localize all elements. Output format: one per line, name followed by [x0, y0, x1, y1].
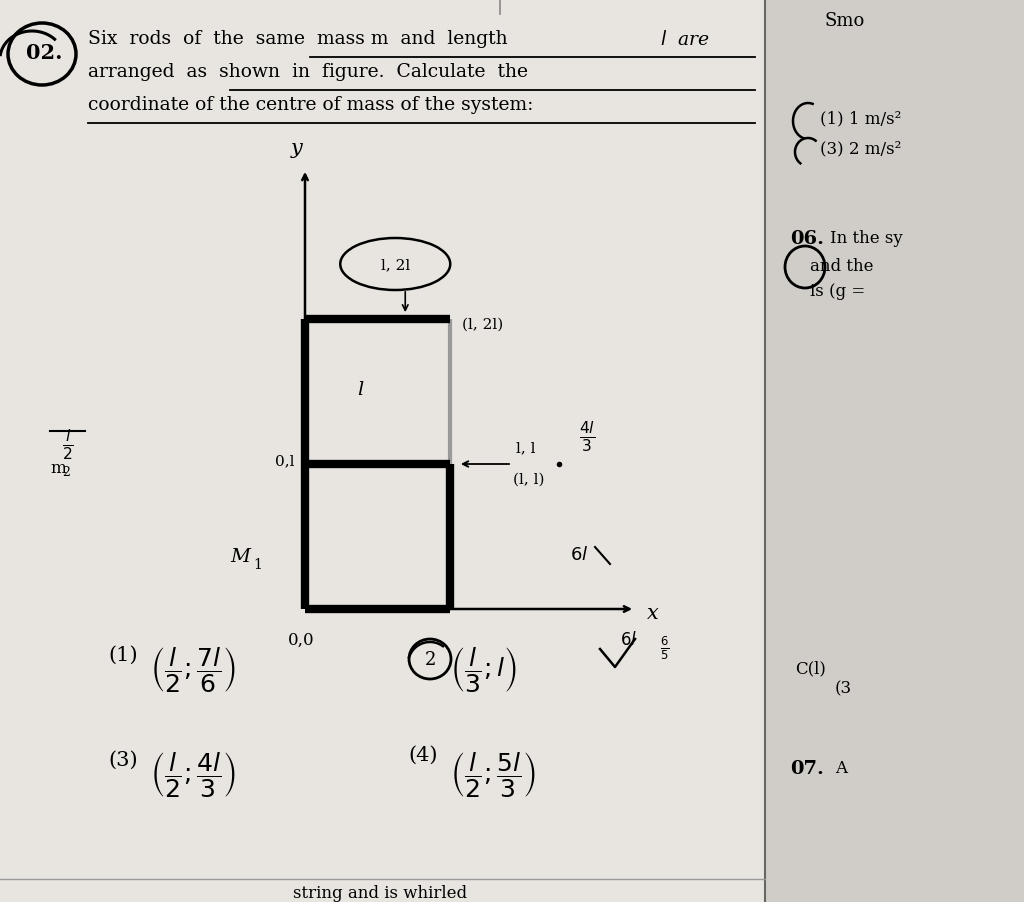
Text: 06.: 06.: [790, 230, 824, 248]
Text: C(l): C(l): [795, 659, 826, 676]
Text: M: M: [230, 548, 250, 566]
Text: 0,l: 0,l: [275, 454, 295, 467]
Text: Smo: Smo: [825, 12, 865, 30]
Text: $\left(\dfrac{l}{2};\dfrac{7l}{6}\right)$: $\left(\dfrac{l}{2};\dfrac{7l}{6}\right)…: [150, 644, 236, 694]
Text: $\frac{l}{2}$: $\frac{l}{2}$: [62, 427, 74, 462]
Text: is (g =: is (g =: [810, 282, 865, 299]
Text: coordinate of the centre of mass of the system:: coordinate of the centre of mass of the …: [88, 96, 534, 114]
Text: (3): (3): [108, 750, 137, 769]
Text: 0,0: 0,0: [288, 631, 314, 649]
Text: (1): (1): [108, 645, 137, 664]
Text: 2: 2: [62, 465, 70, 478]
Text: l, l: l, l: [516, 440, 536, 455]
Text: (4): (4): [408, 745, 437, 764]
Text: string and is whirled: string and is whirled: [293, 884, 467, 901]
Text: $\left(\dfrac{l}{2};\dfrac{4l}{3}\right)$: $\left(\dfrac{l}{2};\dfrac{4l}{3}\right)…: [150, 750, 236, 798]
Text: (l, l): (l, l): [513, 473, 545, 486]
Text: 02.: 02.: [26, 43, 62, 63]
Text: l, 2l: l, 2l: [381, 258, 410, 272]
Text: In the sy: In the sy: [830, 230, 903, 247]
Text: $\left(\dfrac{l}{3};l\right)$: $\left(\dfrac{l}{3};l\right)$: [450, 644, 517, 694]
Text: $\frac{4l}{3}$: $\frac{4l}{3}$: [579, 419, 595, 454]
Text: $\frac{6}{5}$: $\frac{6}{5}$: [660, 633, 670, 661]
Text: y: y: [291, 139, 303, 158]
Text: x: x: [647, 603, 658, 622]
Bar: [0, 0, 765, 902]
Text: and the: and the: [810, 258, 873, 275]
Text: $\left(\dfrac{l}{2};\dfrac{5l}{3}\right)$: $\left(\dfrac{l}{2};\dfrac{5l}{3}\right)…: [450, 750, 536, 798]
Text: (l, 2l): (l, 2l): [462, 318, 503, 332]
Text: l: l: [357, 380, 364, 398]
Text: Six  rods  of  the  same  mass m  and  length: Six rods of the same mass m and length: [88, 30, 508, 48]
Text: (1) 1 m/s²: (1) 1 m/s²: [820, 110, 901, 127]
Text: m: m: [50, 459, 66, 476]
Text: (3) 2 m/s²: (3) 2 m/s²: [820, 140, 901, 157]
Text: A: A: [835, 759, 847, 776]
Text: (3: (3: [835, 679, 852, 696]
Text: 2: 2: [424, 650, 435, 668]
Text: $l$  are: $l$ are: [660, 30, 710, 49]
Text: 07.: 07.: [790, 759, 824, 778]
Text: $6l$: $6l$: [620, 630, 637, 649]
Text: $6l$: $6l$: [570, 546, 589, 564]
Text: arranged  as  shown  in  figure.  Calculate  the: arranged as shown in figure. Calculate t…: [88, 63, 528, 81]
Text: 1: 1: [253, 557, 262, 572]
Bar: [765, 0, 1024, 902]
